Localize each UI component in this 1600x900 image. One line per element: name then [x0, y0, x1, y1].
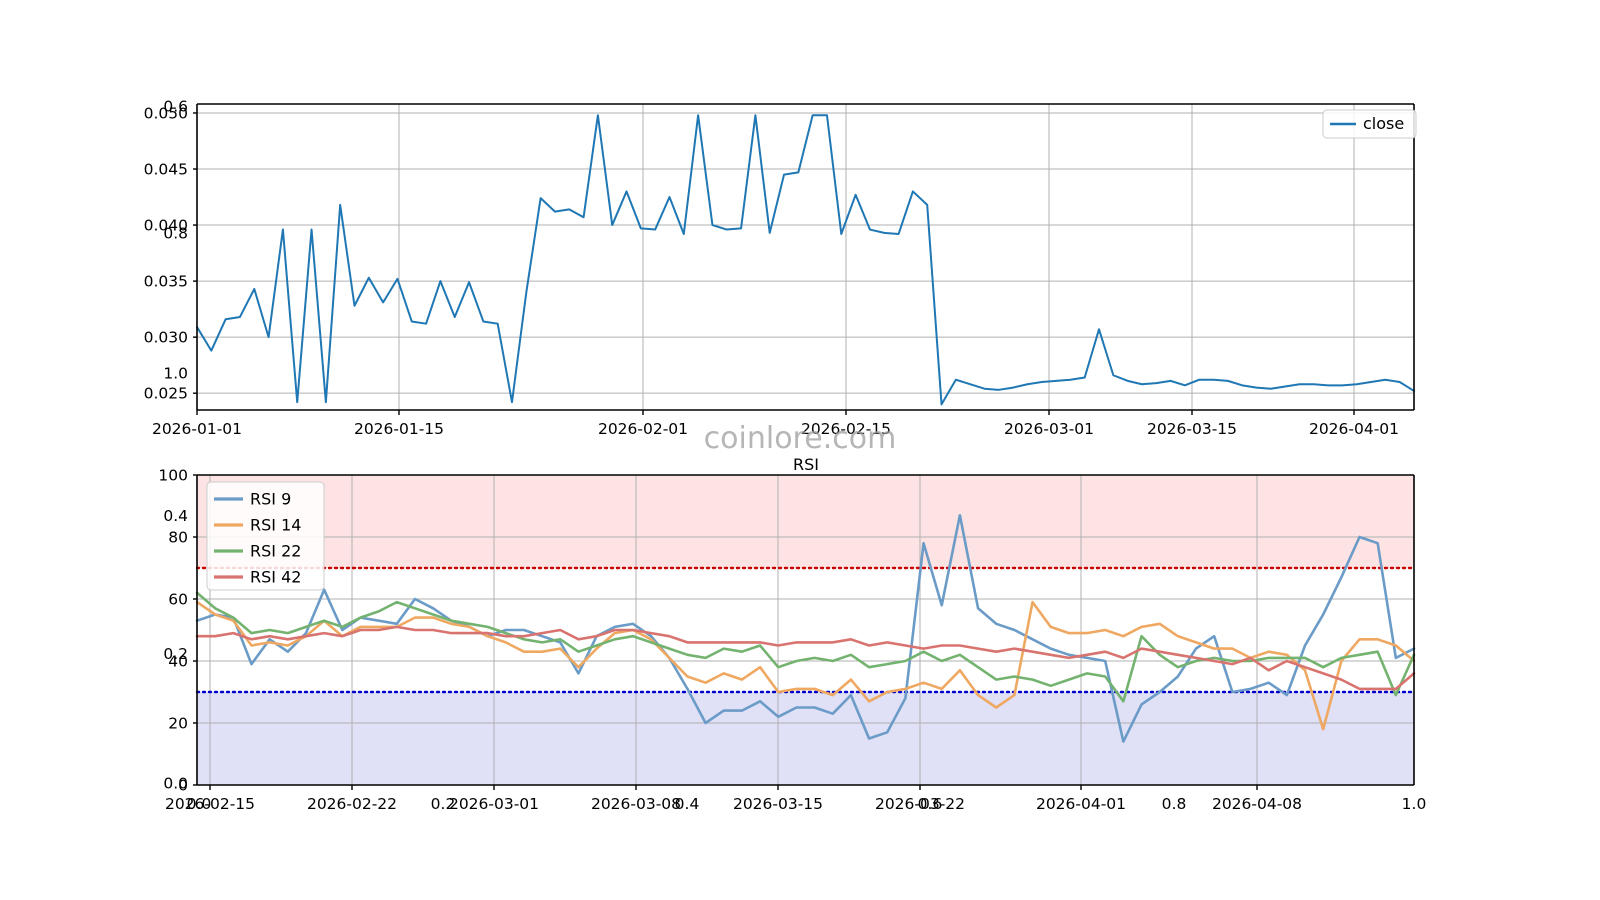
rsi-series-RSI-14	[195, 600, 1416, 731]
price-y-tick-secondary-0: 0.6	[163, 98, 188, 116]
rsi-x-tick-secondary-1: 0.2	[431, 795, 456, 813]
price-y-tick-3: 0.040	[144, 217, 188, 235]
rsi-x-tick-secondary-0: 0.0	[187, 795, 212, 813]
rsi-axis-spines	[193, 474, 1415, 790]
rsi-x-tick-2: 2026-03-01	[449, 795, 539, 813]
rsi-x-tick-secondary-3: 0.6	[918, 795, 943, 813]
price-x-tick-labels: 2026-01-01 2026-01-15 2026-02-01 2026-02-15…	[152, 420, 1399, 438]
price-y-tick-5: 0.050	[144, 104, 188, 122]
price-legend[interactable]: close	[1322, 109, 1417, 139]
price-y-tick-secondary-2: 1.0	[163, 365, 188, 383]
rsi-oversold-band	[197, 692, 1414, 785]
rsi-x-tick-secondary-5: 1.0	[1402, 795, 1427, 813]
rsi-series-RSI-42	[195, 625, 1416, 691]
rsi-series-group	[195, 513, 1416, 743]
rsi-x-tick-7: 2026-04-08	[1212, 795, 1302, 813]
price-x-tick-3: 2026-02-15	[801, 420, 891, 438]
price-y-tick-4: 0.045	[144, 161, 188, 179]
rsi-x-tick-3: 2026-03-08	[591, 795, 681, 813]
price-y-tick-2: 0.035	[144, 273, 188, 291]
price-series-close	[196, 114, 1415, 406]
rsi-threshold-lines	[195, 566, 1416, 694]
rsi-y-tick-labels: 0 20 40 60 80 100 0.0 0.2 0.4	[158, 467, 188, 795]
rsi-x-tick-labels: 2026-02-15 2026-02-22 2026-03-01 2026-03-08…	[165, 795, 1426, 813]
price-x-tick-5: 2026-03-15	[1147, 420, 1237, 438]
rsi-y-tick-secondary-0: 0.0	[163, 775, 188, 793]
price-legend-label-0: close	[1363, 114, 1404, 133]
watermark-and-title-layer: coinlore.com RSI	[0, 420, 1600, 480]
rsi-y-tick-4: 80	[168, 529, 188, 547]
price-chart-panel: 0.025 0.030 0.035 0.040 0.045 0.050 0.6 0.8 1.0 …	[144, 98, 1417, 438]
rsi-x-tick-0: 2026-02-15	[165, 795, 255, 813]
rsi-overbought-band	[197, 475, 1414, 568]
rsi-x-tick-1: 2026-02-22	[307, 795, 397, 813]
price-chart-svg: 0.0250.0300.0350.0400.0450.0500.60.81.0 …	[144, 98, 1417, 438]
price-x-tick-2: 2026-02-01	[598, 420, 688, 438]
rsi-y-tick-5: 100	[158, 467, 188, 485]
rsi-y-tick-secondary-2: 0.4	[163, 507, 188, 525]
rsi-x-tick-6: 2026-04-01	[1036, 795, 1126, 813]
rsi-x-tick-secondary-4: 0.8	[1162, 795, 1187, 813]
price-x-tick-0: 2026-01-01	[152, 420, 242, 438]
price-axis-spines	[193, 103, 1415, 415]
rsi-y-tick-0: 0	[178, 777, 188, 795]
rsi-legend[interactable]: RSI 9 RSI 14 RSI 22 RSI 42	[206, 481, 325, 591]
watermark-text: coinlore.com	[704, 421, 897, 456]
rsi-legend-label-1: RSI 14	[250, 516, 301, 535]
rsi-chart-panel: 0 20 40 60 80 100 0.0 0.2 0.4 2026-02-15 2026-02-…	[0, 460, 1600, 900]
price-legend-box[interactable]	[1322, 109, 1417, 139]
rsi-y-tick-2: 40	[168, 653, 188, 671]
rsi-panel-title: RSI	[793, 455, 819, 474]
price-series-group	[196, 114, 1415, 406]
rsi-series-RSI-9	[195, 513, 1416, 743]
rsi-x-tick-5: 2026-03-22	[875, 795, 965, 813]
rsi-y-tick-1: 20	[168, 715, 188, 733]
price-y-tick-1: 0.030	[144, 329, 188, 347]
rsi-legend-label-0: RSI 9	[250, 490, 291, 509]
price-y-tick-0: 0.025	[144, 385, 188, 403]
price-y-tick-secondary-1: 0.8	[163, 224, 188, 242]
price-x-tick-4: 2026-03-01	[1004, 420, 1094, 438]
price-grid	[197, 104, 1414, 410]
rsi-series-RSI-22	[195, 591, 1416, 703]
rsi-y-tick-3: 60	[168, 591, 188, 609]
price-x-tick-6: 2026-04-01	[1309, 420, 1399, 438]
rsi-legend-label-3: RSI 42	[250, 568, 301, 587]
rsi-x-tick-secondary-2: 0.4	[675, 795, 700, 813]
price-x-tick-1: 2026-01-15	[354, 420, 444, 438]
rsi-legend-label-2: RSI 22	[250, 542, 301, 561]
rsi-legend-box[interactable]	[206, 481, 325, 591]
rsi-y-tick-secondary-1: 0.2	[163, 645, 188, 663]
rsi-x-tick-4: 2026-03-15	[733, 795, 823, 813]
